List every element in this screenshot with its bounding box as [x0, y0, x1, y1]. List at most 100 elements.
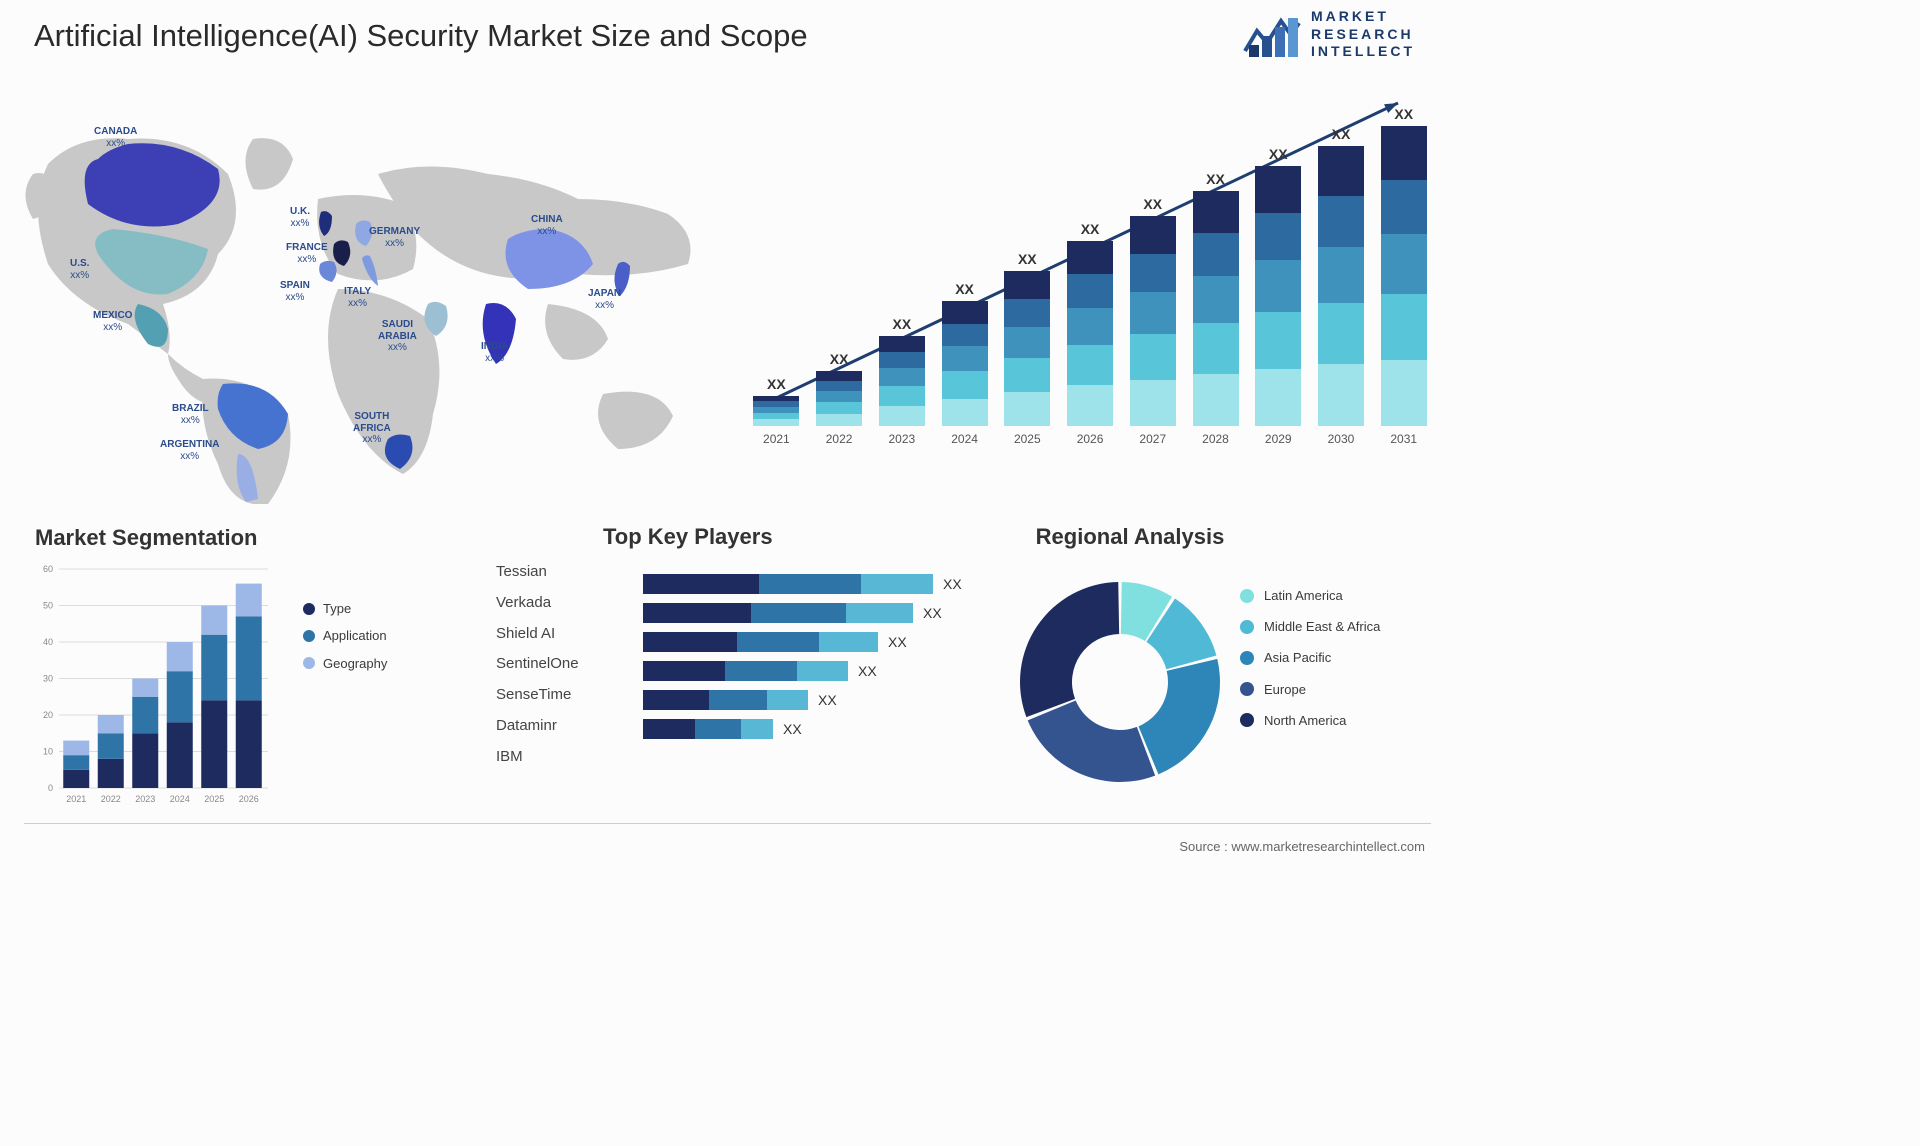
bigchart-bar-2027: XX 2027 [1126, 196, 1179, 446]
bigchart-bar-2025: XX2025 [1001, 251, 1054, 446]
svg-text:2022: 2022 [101, 794, 121, 804]
regional-donut-chart [1010, 572, 1230, 792]
player-bar-row: XX [643, 719, 1003, 739]
regional-legend-item: North America [1240, 705, 1380, 736]
svg-text:20: 20 [43, 710, 53, 720]
player-bar-row: XX [643, 632, 1003, 652]
bigchart-xlabel: 2030 [1328, 432, 1355, 446]
bigchart-bar-2024: XX 2024 [938, 281, 991, 446]
bigchart-toplabel: XX [830, 351, 849, 367]
svg-text:2025: 2025 [204, 794, 224, 804]
player-value-label: XX [818, 692, 837, 708]
map-label-germany: GERMANYxx% [369, 226, 420, 249]
segmentation-title: Market Segmentation [35, 525, 385, 551]
top-key-players-panel: Top Key Players XXXXXXXXXXXX [603, 524, 1003, 550]
bigchart-xlabel: 2026 [1077, 432, 1104, 446]
company-item: Shield AI [496, 619, 579, 650]
players-title: Top Key Players [603, 524, 1003, 550]
player-value-label: XX [923, 605, 942, 621]
bigchart-xlabel: 2022 [826, 432, 853, 446]
regional-legend-item: Middle East & Africa [1240, 611, 1380, 642]
svg-text:0: 0 [48, 783, 53, 793]
regional-title: Regional Analysis [1010, 524, 1250, 550]
segmentation-chart: 0102030405060202120222023202420252026 [35, 563, 270, 808]
map-label-saudi: SAUDIARABIAxx% [378, 319, 417, 354]
bigchart-toplabel: XX [1206, 171, 1225, 187]
regional-legend-item: Asia Pacific [1240, 642, 1380, 673]
bigchart-toplabel: XX [1143, 196, 1162, 212]
bigchart-bar-2030: XX 2030 [1315, 126, 1368, 446]
footer-rule [24, 823, 1431, 824]
bigchart-xlabel: 2031 [1390, 432, 1417, 446]
segmentation-legend: TypeApplicationGeography [303, 595, 387, 677]
footer-source: Source : www.marketresearchintellect.com [1179, 839, 1425, 854]
company-item: Verkada [496, 588, 579, 619]
bigchart-toplabel: XX [955, 281, 974, 297]
market-size-chart: XX2021XX2022XX2023XX2024XX2025XX2026XX20… [750, 105, 1430, 470]
company-item: Tessian [496, 557, 579, 588]
player-value-label: XX [858, 663, 877, 679]
segmentation-legend-item: Type [303, 595, 387, 622]
player-bar-row: XX [643, 690, 1003, 710]
bigchart-toplabel: XX [1332, 126, 1351, 142]
bigchart-toplabel: XX [1269, 146, 1288, 162]
market-segmentation-panel: Market Segmentation 01020304050602021202… [35, 525, 385, 551]
logo-mark-icon [1243, 9, 1301, 59]
bigchart-bar-2026: XX 2026 [1064, 221, 1117, 446]
logo-text: MARKET RESEARCH INTELLECT [1311, 8, 1415, 61]
bigchart-bar-2028: XX2028 [1189, 171, 1242, 446]
player-value-label: XX [888, 634, 907, 650]
bigchart-toplabel: XX [1018, 251, 1037, 267]
player-value-label: XX [943, 576, 962, 592]
bigchart-toplabel: XX [892, 316, 911, 332]
map-label-argentina: ARGENTINAxx% [160, 439, 219, 462]
svg-text:2021: 2021 [66, 794, 86, 804]
bigchart-toplabel: XX [1394, 106, 1413, 122]
bigchart-bar-2031: XX 2031 [1377, 106, 1430, 446]
bigchart-xlabel: 2027 [1139, 432, 1166, 446]
bigchart-xlabel: 2021 [763, 432, 790, 446]
bigchart-xlabel: 2024 [951, 432, 978, 446]
map-label-usa: U.S.xx% [70, 258, 89, 281]
bigchart-bar-2021: XX2021 [750, 376, 803, 446]
world-map: CANADAxx% U.S.xx% MEXICOxx% BRAZILxx% ARGENT… [18, 104, 718, 504]
regional-analysis-panel: Regional Analysis Latin AmericaMiddle Ea… [1010, 524, 1430, 550]
bigchart-toplabel: XX [1081, 221, 1100, 237]
svg-text:60: 60 [43, 564, 53, 574]
map-label-italy: ITALYxx% [344, 286, 371, 309]
svg-text:2023: 2023 [135, 794, 155, 804]
player-value-label: XX [783, 721, 802, 737]
bigchart-xlabel: 2029 [1265, 432, 1292, 446]
map-label-mexico: MEXICOxx% [93, 310, 132, 333]
map-label-brazil: BRAZILxx% [172, 403, 209, 426]
map-label-china: CHINAxx% [531, 214, 563, 237]
map-label-southafrica: SOUTHAFRICAxx% [353, 411, 391, 446]
bigchart-bar-2022: XX 2022 [813, 351, 866, 446]
company-item: SentinelOne [496, 649, 579, 680]
player-bar-row: XX [643, 661, 1003, 681]
company-item: IBM [496, 742, 579, 773]
player-bar-row: XX [643, 603, 1003, 623]
segmentation-legend-item: Application [303, 622, 387, 649]
regional-legend-item: Latin America [1240, 580, 1380, 611]
svg-text:40: 40 [43, 637, 53, 647]
map-label-france: FRANCExx% [286, 242, 328, 265]
page-title: Artificial Intelligence(AI) Security Mar… [34, 18, 808, 54]
bigchart-bar-2023: XX2023 [875, 316, 928, 446]
regional-legend: Latin AmericaMiddle East & AfricaAsia Pa… [1240, 580, 1380, 736]
map-label-canada: CANADAxx% [94, 126, 137, 149]
map-label-uk: U.K.xx% [290, 206, 310, 229]
svg-text:10: 10 [43, 747, 53, 757]
company-item: SenseTime [496, 680, 579, 711]
svg-text:30: 30 [43, 674, 53, 684]
company-item: Dataminr [496, 711, 579, 742]
bigchart-bar-2029: XX 2029 [1252, 146, 1305, 446]
brand-logo: MARKET RESEARCH INTELLECT [1243, 8, 1415, 61]
svg-text:2026: 2026 [239, 794, 259, 804]
map-label-japan: JAPANxx% [588, 288, 621, 311]
segmentation-legend-item: Geography [303, 650, 387, 677]
regional-legend-item: Europe [1240, 674, 1380, 705]
map-label-spain: SPAINxx% [280, 280, 310, 303]
svg-text:50: 50 [43, 601, 53, 611]
player-bar-row: XX [643, 574, 1003, 594]
